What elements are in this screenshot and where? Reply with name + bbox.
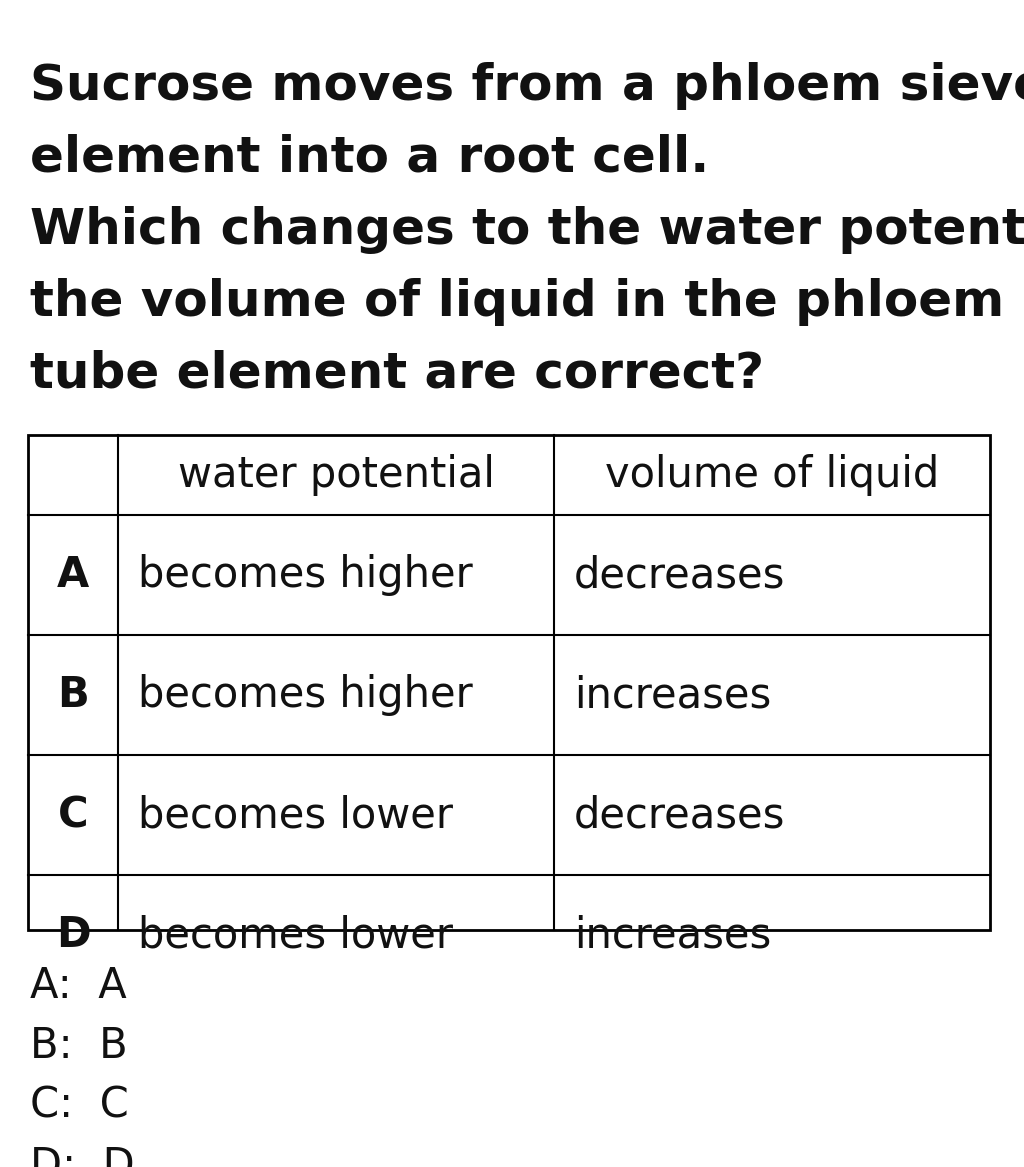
- Text: D: D: [55, 914, 90, 956]
- Text: becomes lower: becomes lower: [138, 794, 453, 836]
- Text: A: A: [57, 554, 89, 596]
- Text: C:  C: C: C: [30, 1085, 129, 1127]
- Text: Sucrose moves from a phloem sieve tube: Sucrose moves from a phloem sieve tube: [30, 62, 1024, 110]
- Text: decreases: decreases: [574, 794, 785, 836]
- Text: water potential: water potential: [177, 454, 495, 496]
- Text: the volume of liquid in the phloem sieve: the volume of liquid in the phloem sieve: [30, 278, 1024, 326]
- Text: A:  A: A: A: [30, 965, 127, 1007]
- Bar: [28, 435, 990, 930]
- Text: B: B: [57, 675, 89, 717]
- Text: volume of liquid: volume of liquid: [605, 454, 939, 496]
- Text: D:  D: D: D: [30, 1145, 135, 1167]
- Text: Which changes to the water potential and: Which changes to the water potential and: [30, 207, 1024, 254]
- Text: becomes higher: becomes higher: [138, 675, 473, 717]
- Text: tube element are correct?: tube element are correct?: [30, 350, 764, 398]
- Text: decreases: decreases: [574, 554, 785, 596]
- Text: B:  B: B: B: [30, 1025, 128, 1067]
- Text: element into a root cell.: element into a root cell.: [30, 134, 710, 182]
- Text: becomes lower: becomes lower: [138, 914, 453, 956]
- Text: becomes higher: becomes higher: [138, 554, 473, 596]
- Text: C: C: [57, 794, 88, 836]
- Text: increases: increases: [574, 914, 771, 956]
- Text: increases: increases: [574, 675, 771, 717]
